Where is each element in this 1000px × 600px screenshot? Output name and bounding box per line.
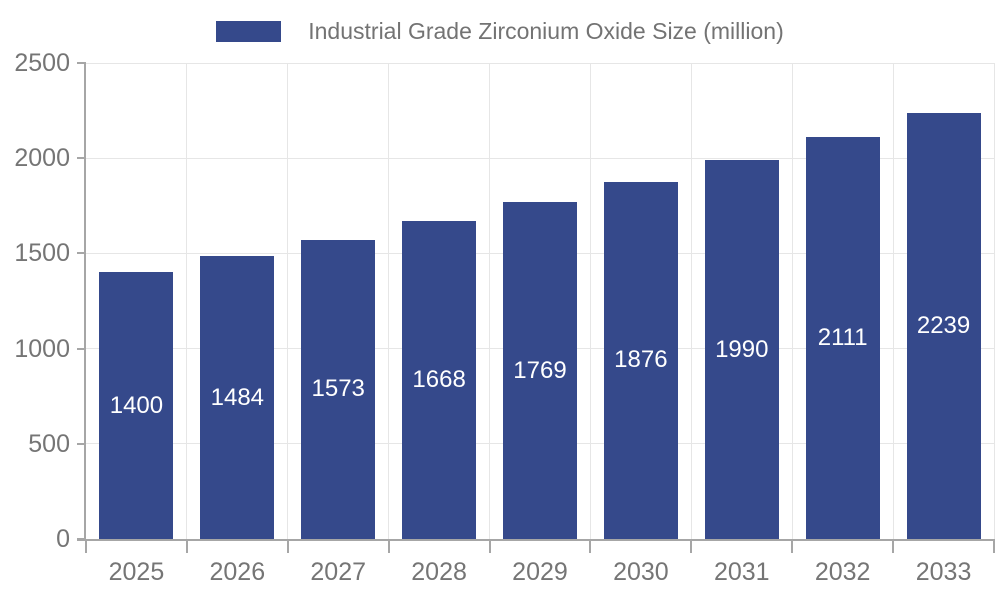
y-tick-label: 2000 <box>14 144 70 173</box>
bar: 1668 <box>402 221 477 539</box>
x-tick-label: 2030 <box>613 558 669 586</box>
bar-value-label: 2239 <box>916 311 971 339</box>
x-tick-label: 2028 <box>411 558 467 586</box>
grid-line-vertical <box>388 63 390 539</box>
y-axis-line <box>84 63 86 541</box>
legend-label: Industrial Grade Zirconium Oxide Size (m… <box>308 18 784 44</box>
x-axis-tick <box>690 539 693 553</box>
legend: Industrial Grade Zirconium Oxide Size (m… <box>0 18 1000 44</box>
bar-value-label: 1573 <box>311 375 365 403</box>
y-tick-label: 1000 <box>14 334 70 363</box>
x-tick-label: 2033 <box>915 558 972 586</box>
grid-line-horizontal <box>86 62 994 64</box>
x-tick-label: 2026 <box>209 558 266 586</box>
legend-swatch <box>216 21 282 43</box>
bar-value-label: 2111 <box>817 324 868 352</box>
x-axis-tick <box>286 539 289 553</box>
x-axis-tick <box>85 539 87 553</box>
x-axis-tick <box>791 539 794 553</box>
grid-line-vertical <box>892 63 894 539</box>
x-axis-tick <box>589 539 592 553</box>
plot-area: 0 500 1000 1500 2000 2500 1400 2025 1484 2026 1573… <box>14 50 995 586</box>
x-axis-tick <box>993 539 995 553</box>
y-tick-label: 0 <box>56 525 70 553</box>
bar-value-label: 1484 <box>210 383 265 411</box>
bar-value-label: 1400 <box>109 391 164 419</box>
bar: 1990 <box>704 160 779 539</box>
grid-line-vertical <box>791 63 793 539</box>
x-axis-line <box>77 539 994 541</box>
grid-line-vertical <box>589 63 591 539</box>
grid-line-vertical <box>489 63 491 539</box>
bar-value-label: 1990 <box>715 335 769 363</box>
y-tick-label: 1500 <box>14 239 70 268</box>
x-axis-tick <box>185 539 188 553</box>
x-tick-label: 2029 <box>512 558 568 586</box>
x-axis-tick <box>892 539 895 553</box>
x-tick-label: 2031 <box>713 558 770 586</box>
y-axis-tick <box>77 347 86 350</box>
bar-value-label: 1876 <box>614 346 668 374</box>
bar: 2111 <box>805 137 880 539</box>
bar: 1573 <box>301 239 376 539</box>
grid-line-horizontal <box>86 157 994 159</box>
x-tick-label: 2027 <box>310 558 367 586</box>
y-axis-tick <box>77 157 86 160</box>
bar-value-label: 1668 <box>412 366 466 394</box>
x-axis-tick <box>387 539 390 553</box>
bar-value-label: 1769 <box>513 356 567 384</box>
grid-line-vertical <box>690 63 692 539</box>
y-axis-tick <box>77 252 86 255</box>
y-tick-label: 2500 <box>14 49 70 77</box>
grid-line-vertical <box>287 63 289 539</box>
y-tick-label: 500 <box>28 429 70 458</box>
grid-line-vertical <box>993 63 995 539</box>
x-tick-label: 2025 <box>108 558 165 586</box>
y-axis-tick <box>77 442 86 445</box>
x-tick-label: 2032 <box>814 558 871 586</box>
x-axis-tick <box>488 539 491 553</box>
bar: 1876 <box>603 181 678 539</box>
bar: 1769 <box>503 202 577 539</box>
bar: 1400 <box>99 272 174 539</box>
grid-line-vertical <box>186 63 188 539</box>
bar: 1484 <box>200 256 275 539</box>
bar: 2239 <box>906 112 981 539</box>
y-axis-tick <box>77 538 86 540</box>
y-axis-tick <box>77 62 86 64</box>
